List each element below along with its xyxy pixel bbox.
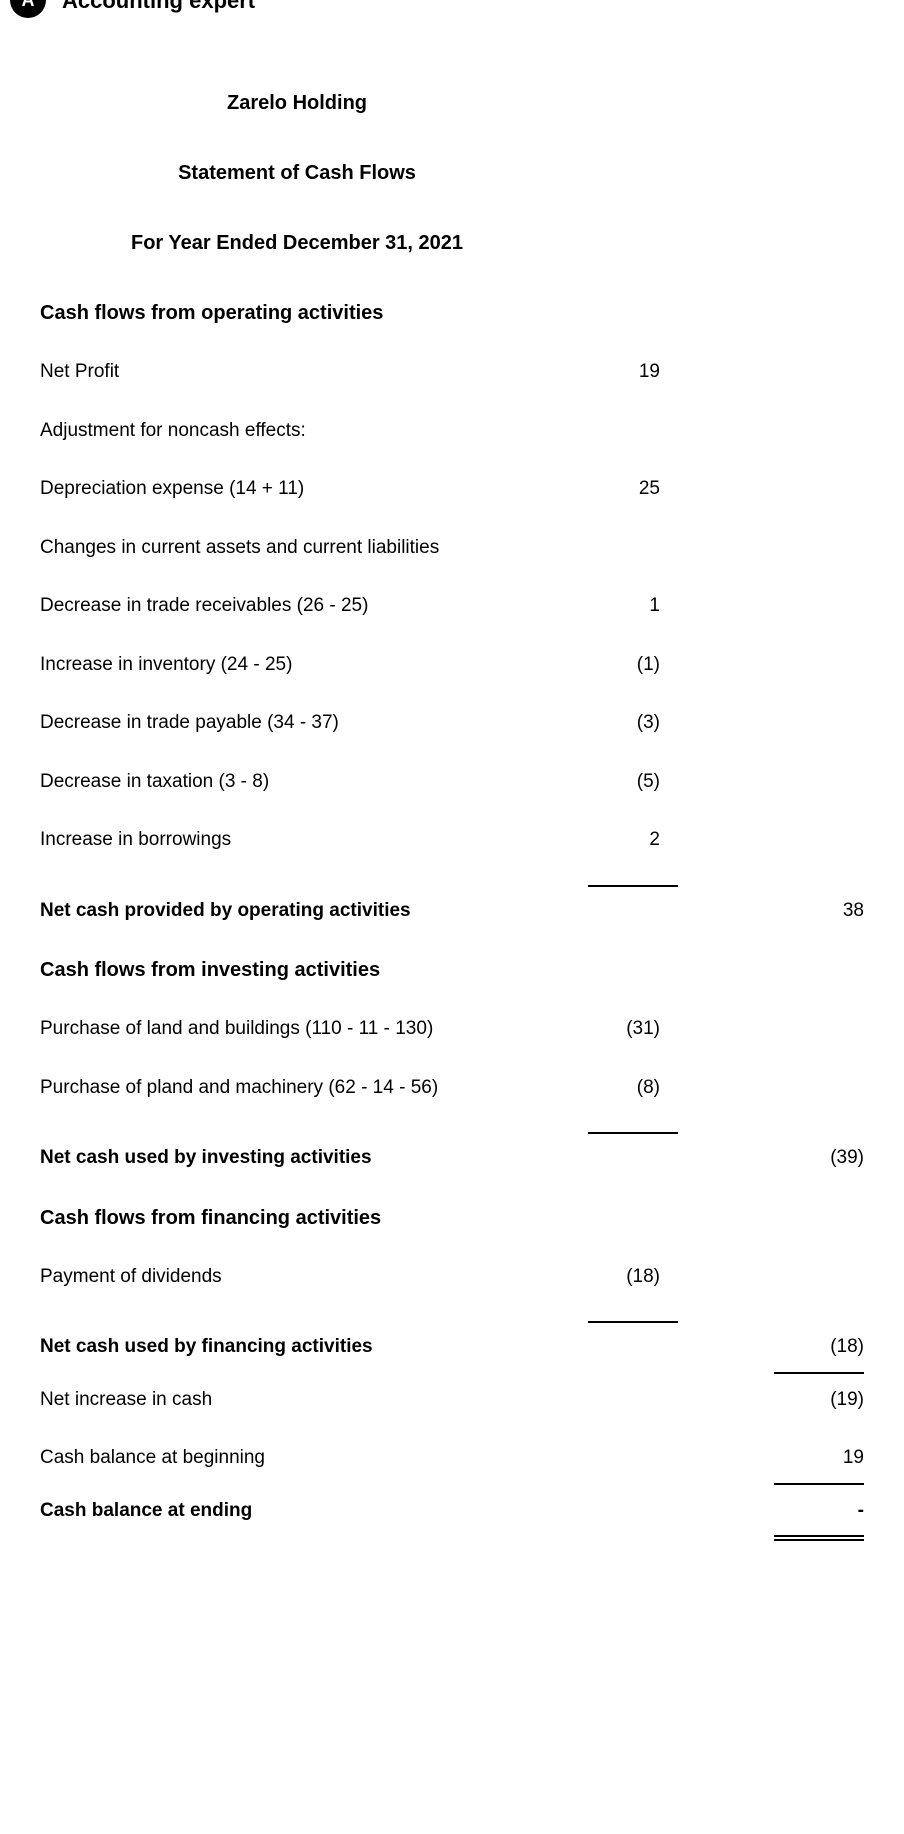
period-title: For Year Ended December 31, 2021 bbox=[40, 228, 864, 258]
label: Increase in borrowings bbox=[40, 826, 560, 855]
value-col2: - bbox=[680, 1497, 864, 1526]
row-inc-inventory: Increase in inventory (24 - 25) (1) bbox=[40, 651, 864, 680]
label: Cash balance at ending bbox=[40, 1497, 560, 1526]
row-dec-taxation: Decrease in taxation (3 - 8) (5) bbox=[40, 768, 864, 797]
row-adjustment-head: Adjustment for noncash effects: bbox=[40, 417, 864, 446]
label: Decrease in trade payable (34 - 37) bbox=[40, 709, 560, 738]
expert-label: Accounting expert bbox=[62, 0, 255, 17]
label: Net cash used by financing activities bbox=[40, 1333, 560, 1362]
label: Increase in inventory (24 - 25) bbox=[40, 651, 560, 680]
value-col2: (18) bbox=[680, 1333, 864, 1362]
row-net-operating: Net cash provided by operating activitie… bbox=[40, 897, 864, 926]
subtotal-rule bbox=[588, 885, 678, 887]
row-changes-head: Changes in current assets and current li… bbox=[40, 534, 864, 563]
label: Purchase of land and buildings (110 - 11… bbox=[40, 1015, 560, 1044]
label: Net increase in cash bbox=[40, 1386, 560, 1415]
value-col1: (31) bbox=[560, 1015, 680, 1044]
operating-section-head: Cash flows from operating activities bbox=[40, 298, 864, 328]
subtotal-rule bbox=[588, 1132, 678, 1134]
label: Net cash provided by operating activitie… bbox=[40, 897, 560, 926]
label: Decrease in taxation (3 - 8) bbox=[40, 768, 560, 797]
row-dec-receivables: Decrease in trade receivables (26 - 25) … bbox=[40, 592, 864, 621]
row-cash-end: Cash balance at ending - bbox=[40, 1497, 864, 1526]
document-header: A Accounting expert bbox=[40, 0, 864, 18]
row-dividends: Payment of dividends (18) bbox=[40, 1263, 864, 1292]
value-col2: (39) bbox=[680, 1144, 864, 1173]
row-net-investing: Net cash used by investing activities (3… bbox=[40, 1144, 864, 1173]
avatar: A bbox=[10, 0, 46, 18]
label: Cash balance at beginning bbox=[40, 1444, 560, 1473]
value-col2: 38 bbox=[680, 897, 864, 926]
subtotal-rule bbox=[588, 1321, 678, 1323]
value-col1: (5) bbox=[560, 768, 680, 797]
label: Changes in current assets and current li… bbox=[40, 534, 560, 563]
row-depreciation: Depreciation expense (14 + 11) 25 bbox=[40, 475, 864, 504]
final-double-rule bbox=[774, 1535, 864, 1541]
label: Net Profit bbox=[40, 358, 560, 387]
value-col1: (18) bbox=[560, 1263, 680, 1292]
value-col1: 2 bbox=[560, 826, 680, 855]
value-col1: 1 bbox=[560, 592, 680, 621]
row-dec-payable: Decrease in trade payable (34 - 37) (3) bbox=[40, 709, 864, 738]
value-col1: 25 bbox=[560, 475, 680, 504]
value-col1: 19 bbox=[560, 358, 680, 387]
financing-section-head: Cash flows from financing activities bbox=[40, 1203, 864, 1233]
investing-section-head: Cash flows from investing activities bbox=[40, 955, 864, 985]
row-cash-begin: Cash balance at beginning 19 bbox=[40, 1444, 864, 1473]
row-net-financing: Net cash used by financing activities (1… bbox=[40, 1333, 864, 1362]
label: Payment of dividends bbox=[40, 1263, 560, 1292]
value-col1: (3) bbox=[560, 709, 680, 738]
value-col2: 19 bbox=[680, 1444, 864, 1473]
value-col1: (8) bbox=[560, 1074, 680, 1103]
row-net-profit: Net Profit 19 bbox=[40, 358, 864, 387]
label: Net cash used by investing activities bbox=[40, 1144, 560, 1173]
row-inc-borrowings: Increase in borrowings 2 bbox=[40, 826, 864, 855]
value-col2: (19) bbox=[680, 1386, 864, 1415]
company-title: Zarelo Holding bbox=[40, 88, 864, 118]
label: Depreciation expense (14 + 11) bbox=[40, 475, 560, 504]
total-rule bbox=[774, 1372, 864, 1374]
label: Purchase of pland and machinery (62 - 14… bbox=[40, 1074, 560, 1103]
label: Decrease in trade receivables (26 - 25) bbox=[40, 592, 560, 621]
row-purchase-land: Purchase of land and buildings (110 - 11… bbox=[40, 1015, 864, 1044]
statement-title: Statement of Cash Flows bbox=[40, 158, 864, 188]
row-net-increase: Net increase in cash (19) bbox=[40, 1386, 864, 1415]
value-col1: (1) bbox=[560, 651, 680, 680]
total-rule bbox=[774, 1483, 864, 1485]
label: Adjustment for noncash effects: bbox=[40, 417, 560, 446]
row-purchase-plant: Purchase of pland and machinery (62 - 14… bbox=[40, 1074, 864, 1103]
